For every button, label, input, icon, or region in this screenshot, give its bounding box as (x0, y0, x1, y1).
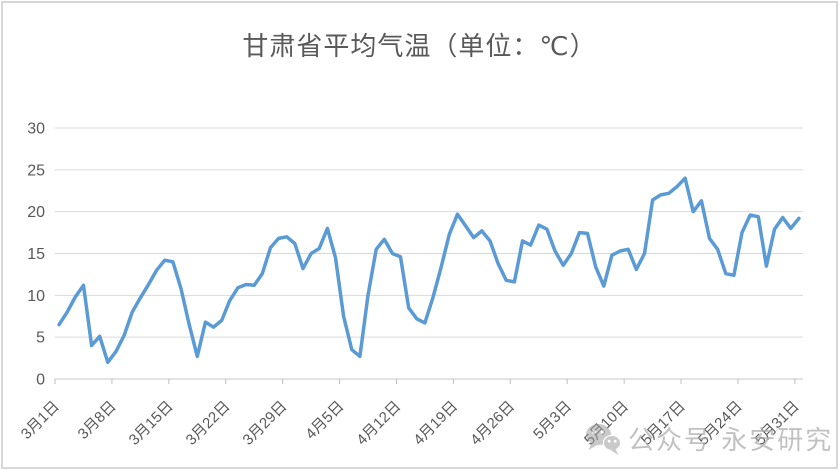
x-axis-label: 5月3日 (530, 398, 575, 443)
y-axis-label: 15 (27, 246, 45, 263)
x-axis-label: 5月31日 (752, 398, 803, 449)
y-axis-label: 30 (27, 121, 45, 138)
x-axis-label: 4月19日 (410, 398, 461, 449)
x-axis-label: 3月8日 (75, 398, 120, 443)
temperature-series-line (57, 176, 801, 365)
y-axis-label: 20 (27, 204, 45, 221)
y-axis-label: 0 (36, 372, 45, 389)
x-axis-label: 4月12日 (353, 398, 404, 449)
x-axis-label: 3月1日 (18, 398, 63, 443)
x-axis-label: 3月22日 (183, 398, 234, 449)
y-axis-label: 5 (36, 330, 45, 347)
chart-title: 甘肃省平均气温（单位：℃） (242, 31, 597, 61)
x-axis-label: 3月29日 (240, 398, 291, 449)
y-axis-label: 10 (27, 288, 45, 305)
x-axis-label: 4月26日 (467, 398, 518, 449)
x-axis-label: 5月24日 (695, 398, 746, 449)
x-axis-label: 5月17日 (638, 398, 689, 449)
y-axis-label: 25 (27, 162, 45, 179)
x-axis-label: 4月5日 (302, 398, 347, 443)
x-axis-label: 3月15日 (126, 398, 177, 449)
x-axis-label: 5月10日 (581, 398, 632, 449)
